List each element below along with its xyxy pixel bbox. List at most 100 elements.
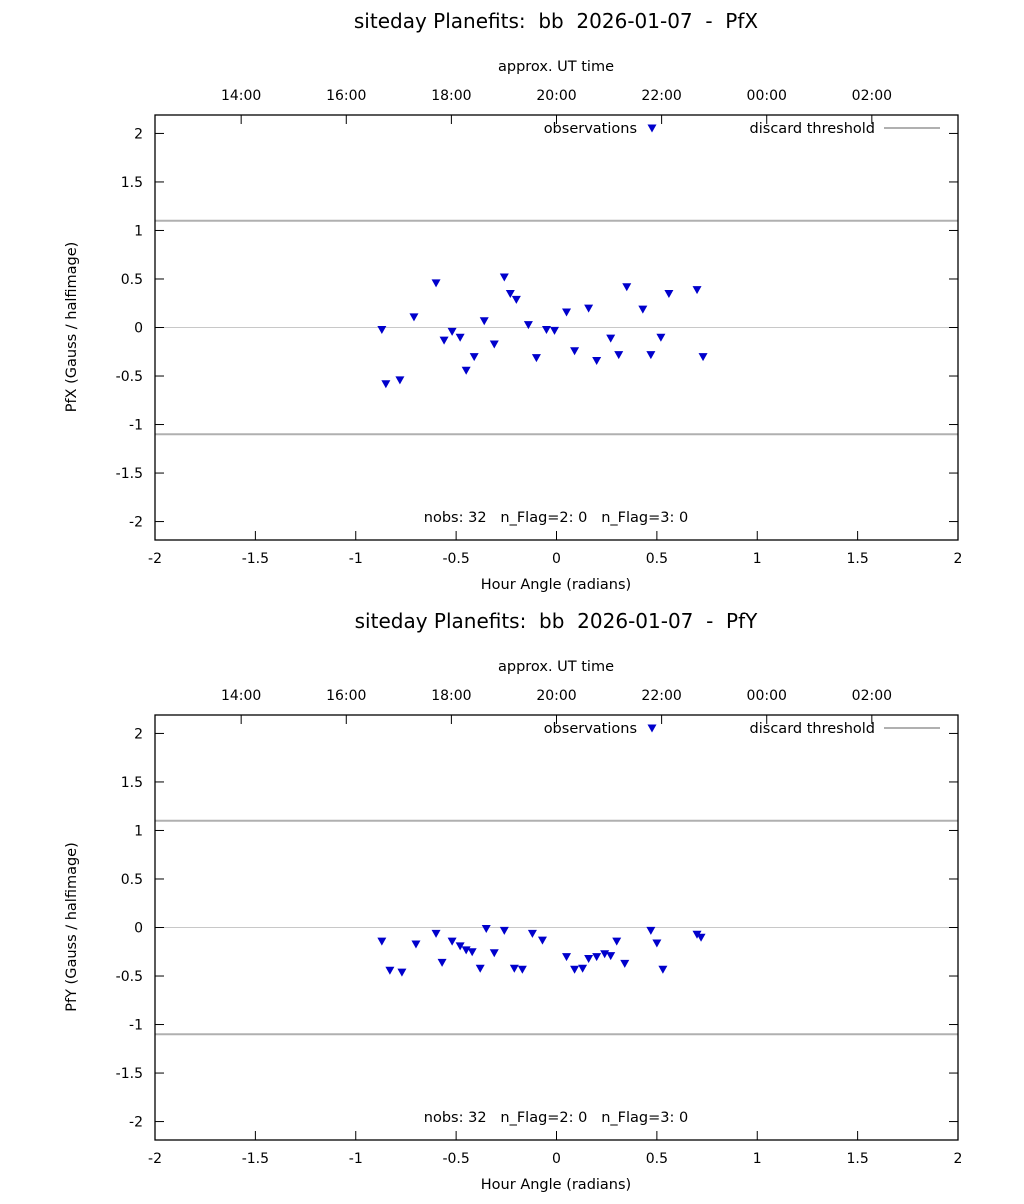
x-tick-label: -1 <box>349 1151 363 1167</box>
observation-marker <box>570 965 580 974</box>
x-tick-label: -2 <box>148 1151 162 1167</box>
top-axis-title: approx. UT time <box>498 59 614 75</box>
chart-title: siteday Planefits: bb 2026-01-07 - PfY <box>355 609 759 633</box>
observation-marker <box>381 380 391 389</box>
observation-marker <box>397 968 407 977</box>
y-tick-label: 1 <box>134 823 143 839</box>
ut-tick-label: 00:00 <box>747 688 787 704</box>
observation-marker <box>395 376 405 385</box>
x-tick-label: 1 <box>753 1151 762 1167</box>
x-tick-label: -2 <box>148 551 162 567</box>
ut-tick-label: 16:00 <box>326 88 366 104</box>
legend-observation-marker <box>647 124 657 133</box>
ut-tick-label: 14:00 <box>221 688 261 704</box>
observation-marker <box>385 966 395 975</box>
nobs-annotation: nobs: 32 n_Flag=2: 0 n_Flag=3: 0 <box>424 1110 688 1126</box>
pfx-chart-panel: -2 -1.5 -1 -0.5 0 0.5 1 1.5 2 -2 -1.5 -1 -0.5 0 0.5 1 1.… <box>0 0 1024 600</box>
observation-marker <box>517 965 527 974</box>
observation-marker <box>570 347 580 356</box>
observation-marker <box>377 325 387 334</box>
y-tick-label: 1.5 <box>121 175 143 191</box>
y-axis-title: PfX (Gauss / halfimage) <box>64 242 80 413</box>
observation-marker <box>578 964 588 973</box>
observation-marker <box>467 948 477 957</box>
observation-marker <box>489 949 499 958</box>
observation-marker <box>439 336 449 345</box>
observation-marker <box>656 333 666 342</box>
observation-marker <box>537 936 547 945</box>
observation-marker <box>447 327 457 336</box>
observation-marker <box>612 937 622 946</box>
observation-marker <box>479 317 489 326</box>
x-tick-label: 0.5 <box>646 551 668 567</box>
ut-tick-label: 22:00 <box>641 88 681 104</box>
y-tick-label: 0.5 <box>121 872 143 888</box>
observation-marker <box>377 937 387 946</box>
observation-marker <box>652 939 662 948</box>
x-tick-label: -0.5 <box>442 551 469 567</box>
y-tick-label: -0.5 <box>116 369 143 385</box>
x-tick-label: -1 <box>349 551 363 567</box>
observation-marker <box>638 305 648 314</box>
y-tick-label: -1.5 <box>116 1066 143 1082</box>
observation-marker <box>562 308 572 317</box>
observation-marker <box>431 279 441 288</box>
ut-tick-label: 22:00 <box>641 688 681 704</box>
legend-observations-label: observations <box>544 121 637 137</box>
observation-marker <box>584 955 594 964</box>
observation-marker <box>475 964 485 973</box>
top-axis-title: approx. UT time <box>498 659 614 675</box>
y-tick-label: -2 <box>129 1115 143 1131</box>
x-tick-label: 1 <box>753 551 762 567</box>
observation-marker <box>692 286 702 295</box>
observation-marker <box>509 964 519 973</box>
observation-marker <box>411 940 421 949</box>
pfy-chart-panel: -2 -1.5 -1 -0.5 0 0.5 1 1.5 2 -2 -1.5 -1 -0.5 0 0.5 1 1.… <box>0 600 1024 1200</box>
x-tick-label: 1.5 <box>846 1151 868 1167</box>
observation-marker <box>614 351 624 360</box>
observation-marker <box>658 965 668 974</box>
y-tick-label: -1 <box>129 1018 143 1034</box>
observation-marker <box>447 937 457 946</box>
ut-tick-label: 02:00 <box>852 688 892 704</box>
y-tick-label: -1 <box>129 418 143 434</box>
ut-tick-label: 20:00 <box>536 688 576 704</box>
observation-marker <box>692 930 702 939</box>
observation-marker <box>664 290 674 299</box>
observation-marker <box>499 926 509 935</box>
observation-marker <box>620 959 630 968</box>
observation-marker <box>511 295 521 304</box>
observation-marker <box>698 353 708 362</box>
x-tick-label: 0 <box>552 1151 561 1167</box>
ut-tick-label: 00:00 <box>747 88 787 104</box>
observation-marker <box>455 942 465 951</box>
observation-marker <box>606 334 616 343</box>
x-tick-label: -1.5 <box>242 551 269 567</box>
observation-marker <box>696 933 706 942</box>
observation-marker <box>437 958 447 967</box>
x-tick-label: 0.5 <box>646 1151 668 1167</box>
x-axis-title: Hour Angle (radians) <box>481 577 631 593</box>
observation-marker <box>527 929 537 938</box>
observation-marker <box>499 273 509 282</box>
observation-marker <box>481 924 491 933</box>
ut-tick-label: 20:00 <box>536 88 576 104</box>
legend-threshold-label: discard threshold <box>750 121 875 137</box>
observation-marker <box>489 340 499 349</box>
ut-tick-label: 18:00 <box>431 688 471 704</box>
x-tick-label: -0.5 <box>442 1151 469 1167</box>
observation-marker <box>606 952 616 961</box>
x-tick-label: 2 <box>954 551 963 567</box>
observation-marker <box>541 325 551 334</box>
x-tick-label: 2 <box>954 1151 963 1167</box>
x-tick-label: -1.5 <box>242 1151 269 1167</box>
observation-marker <box>505 290 515 299</box>
y-tick-label: 0 <box>134 921 143 937</box>
ut-tick-label: 14:00 <box>221 88 261 104</box>
observation-marker <box>646 351 656 360</box>
y-tick-label: 0.5 <box>121 272 143 288</box>
observation-marker <box>461 366 471 375</box>
y-tick-label: -1.5 <box>116 466 143 482</box>
y-tick-label: -2 <box>129 515 143 531</box>
y-tick-label: 2 <box>134 726 143 742</box>
